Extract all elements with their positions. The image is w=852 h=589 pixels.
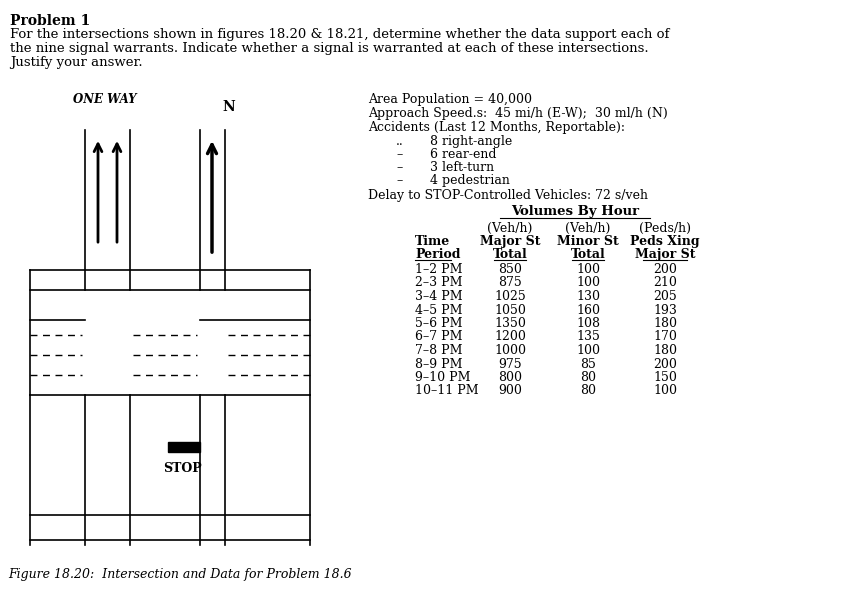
Text: Major St: Major St [635, 248, 695, 261]
Text: –: – [396, 161, 402, 174]
Text: 80: 80 [580, 385, 596, 398]
Text: Total: Total [571, 248, 606, 261]
Text: 1–2 PM: 1–2 PM [415, 263, 463, 276]
Text: 210: 210 [653, 276, 677, 290]
Text: Accidents (Last 12 Months, Reportable):: Accidents (Last 12 Months, Reportable): [368, 121, 625, 134]
Text: 85: 85 [580, 358, 596, 370]
Text: 800: 800 [498, 371, 522, 384]
Text: 2–3 PM: 2–3 PM [415, 276, 463, 290]
Text: (Veh/h): (Veh/h) [566, 222, 611, 235]
Text: Justify your answer.: Justify your answer. [10, 56, 142, 69]
Text: 135: 135 [576, 330, 600, 343]
Text: 1025: 1025 [494, 290, 526, 303]
Text: For the intersections shown in figures 18.20 & 18.21, determine whether the data: For the intersections shown in figures 1… [10, 28, 670, 41]
Text: 9–10 PM: 9–10 PM [415, 371, 470, 384]
Text: 6–7 PM: 6–7 PM [415, 330, 463, 343]
Text: 108: 108 [576, 317, 600, 330]
Text: Peds Xing: Peds Xing [630, 235, 699, 248]
Text: 10–11 PM: 10–11 PM [415, 385, 479, 398]
Text: Time: Time [415, 235, 450, 248]
Text: 1000: 1000 [494, 344, 526, 357]
Text: 975: 975 [498, 358, 521, 370]
Text: 80: 80 [580, 371, 596, 384]
Text: 3–4 PM: 3–4 PM [415, 290, 463, 303]
Text: ONE WAY: ONE WAY [73, 93, 137, 106]
Text: Area Population = 40,000: Area Population = 40,000 [368, 93, 532, 106]
Text: 200: 200 [653, 263, 677, 276]
Text: 875: 875 [498, 276, 522, 290]
Text: 850: 850 [498, 263, 522, 276]
Text: 5–6 PM: 5–6 PM [415, 317, 463, 330]
Text: 4 pedestrian: 4 pedestrian [430, 174, 509, 187]
Text: STOP: STOP [163, 462, 202, 475]
Text: 8 right-angle: 8 right-angle [430, 135, 512, 148]
Text: Period: Period [415, 248, 460, 261]
Text: 193: 193 [653, 303, 677, 316]
Text: Problem 1: Problem 1 [10, 14, 90, 28]
Text: N: N [222, 100, 235, 114]
Text: 900: 900 [498, 385, 522, 398]
Text: Major St: Major St [480, 235, 540, 248]
Text: 205: 205 [653, 290, 676, 303]
Text: Total: Total [492, 248, 527, 261]
Text: 100: 100 [653, 385, 677, 398]
Text: (Veh/h): (Veh/h) [487, 222, 532, 235]
Text: 130: 130 [576, 290, 600, 303]
Text: Delay to STOP-Controlled Vehicles: 72 s/veh: Delay to STOP-Controlled Vehicles: 72 s/… [368, 189, 648, 202]
Text: 170: 170 [653, 330, 677, 343]
Text: 6 rear-end: 6 rear-end [430, 148, 497, 161]
Text: 8–9 PM: 8–9 PM [415, 358, 463, 370]
Text: the nine signal warrants. Indicate whether a signal is warranted at each of thes: the nine signal warrants. Indicate wheth… [10, 42, 648, 55]
Text: 180: 180 [653, 344, 677, 357]
Text: –: – [396, 148, 402, 161]
Text: Minor St: Minor St [557, 235, 619, 248]
Text: 7–8 PM: 7–8 PM [415, 344, 463, 357]
Text: Approach Speed.s:  45 mi/h (E-W);  30 ml/h (N): Approach Speed.s: 45 mi/h (E-W); 30 ml/h… [368, 107, 668, 120]
Text: 100: 100 [576, 263, 600, 276]
Text: 200: 200 [653, 358, 677, 370]
Text: Volumes By Hour: Volumes By Hour [511, 205, 639, 218]
Text: 1350: 1350 [494, 317, 526, 330]
Text: (Peds/h): (Peds/h) [639, 222, 691, 235]
Text: 1050: 1050 [494, 303, 526, 316]
Text: 3 left-turn: 3 left-turn [430, 161, 494, 174]
Text: 150: 150 [653, 371, 677, 384]
Text: Figure 18.20:  Intersection and Data for Problem 18.6: Figure 18.20: Intersection and Data for … [8, 568, 352, 581]
Text: 1200: 1200 [494, 330, 526, 343]
Text: 100: 100 [576, 344, 600, 357]
Text: –: – [396, 174, 402, 187]
Bar [168, 442, 200, 452]
Text: 100: 100 [576, 276, 600, 290]
Text: 4–5 PM: 4–5 PM [415, 303, 463, 316]
Text: 160: 160 [576, 303, 600, 316]
Text: 180: 180 [653, 317, 677, 330]
Text: ..: .. [396, 135, 404, 148]
